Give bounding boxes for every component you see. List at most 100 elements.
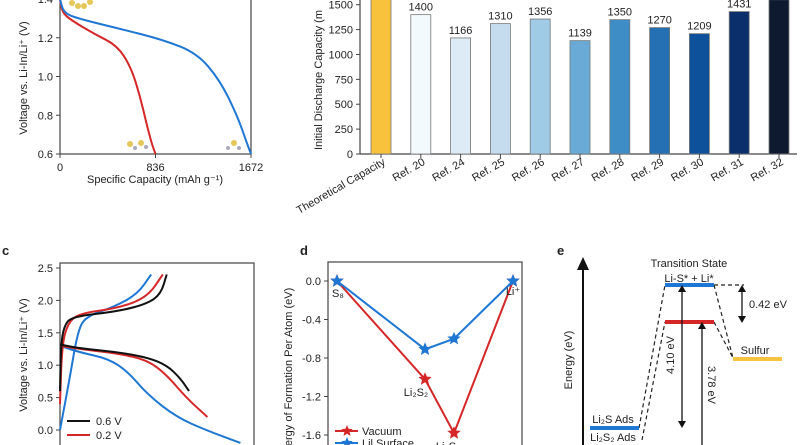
- li2s-cluster-icon: [226, 140, 241, 150]
- y-tick-label: 1500: [329, 0, 353, 12]
- panel-e-label: e: [557, 243, 564, 258]
- y-tick-label: 250: [335, 124, 353, 136]
- y-tick-label: 2.5: [38, 263, 53, 275]
- panel-c-charge-discharge: c Voltage vs. Li-In/Li⁺ (V) 0.0 0.5 1.0 1.5…: [2, 243, 255, 445]
- discharge-curve-1: [59, 344, 209, 418]
- bar-value-label: 1310: [488, 11, 512, 23]
- bar-theoretical-capacity: [370, 0, 392, 155]
- y-tick-label: 1.0: [38, 72, 53, 84]
- y-tick-label: 0.6: [38, 149, 53, 161]
- charge-curve-2: [59, 273, 152, 431]
- discharge-curve-1: [59, 0, 252, 155]
- legend-star-icon: [341, 425, 353, 436]
- series-line-1: [336, 280, 514, 351]
- legend-label: 0.6 V: [96, 416, 122, 428]
- dashed-connectors: [638, 284, 744, 441]
- bar-value-label: 1400: [409, 2, 433, 14]
- bar-value-label: 1270: [647, 15, 671, 27]
- gap-small-label: 0.42 eV: [749, 299, 788, 311]
- energy-axis-label: Energy (eV): [563, 331, 575, 390]
- star-marker: [330, 274, 344, 287]
- bar-ref-26: [529, 18, 551, 155]
- series-line-0: [336, 280, 514, 436]
- star-marker: [506, 274, 520, 287]
- y-tick-label: 0.0: [306, 276, 321, 288]
- bar-value-label: 1139: [568, 28, 592, 40]
- y-tick-label: 2.0: [38, 295, 53, 307]
- bar-value-label: 1209: [687, 21, 711, 33]
- bar-ref-28: [609, 19, 631, 155]
- y-tick-label: 0.5: [38, 393, 53, 405]
- bar-ref-25: [489, 23, 511, 155]
- charge-curve-0: [59, 274, 168, 392]
- charge-curve-1: [59, 273, 164, 405]
- legend-label: Vacuum: [362, 426, 402, 438]
- y-tick-label: 1.2: [38, 33, 53, 45]
- bar-ref-20: [410, 14, 432, 155]
- point-label: Li₂S: [436, 441, 456, 445]
- x-tick-label: Ref. 30: [669, 156, 706, 184]
- li2s2-ads-label: Li₂S₂ Ads: [590, 432, 636, 444]
- sulfur-label: Sulfur: [741, 345, 770, 357]
- bar-value-label: 1350: [608, 7, 632, 19]
- y-tick-label: 750: [335, 74, 353, 86]
- bar-ref-31: [728, 11, 750, 155]
- gap-red-label: 3.78 eV: [705, 366, 717, 405]
- star-marker: [418, 342, 432, 355]
- panel-d-label: d: [300, 243, 308, 258]
- x-tick-label: 0: [57, 162, 63, 174]
- star-marker: [447, 331, 461, 345]
- y-tick-label: -0.4: [302, 315, 321, 327]
- point-label: Li₂S₂: [404, 387, 428, 399]
- legend-label: 0.2 V: [96, 430, 122, 442]
- x-tick-label: Theoretical Capacity: [295, 156, 388, 217]
- y-tick-label: 1.0: [38, 360, 53, 372]
- x-tick-label: Ref. 27: [550, 156, 587, 184]
- panel-a-xlabel: Specific Capacity (mAh g⁻¹): [87, 174, 223, 186]
- panel-a-voltage-profile: Voltage vs. Li-In/Li⁺ (V) Specific Capac…: [18, 0, 263, 186]
- y-tick-label: 1.4: [38, 0, 53, 6]
- gap-arrow-red: [698, 322, 706, 445]
- y-tick-label: 0: [347, 149, 353, 161]
- y-tick-label: 0.8: [38, 110, 53, 122]
- x-tick-label: Ref. 26: [510, 156, 547, 184]
- panel-c-ylabel: Voltage vs. Li-In/Li⁺ (V): [18, 298, 30, 411]
- x-tick-label: Ref. 20: [391, 156, 428, 184]
- legend-label: Lil Surface: [362, 438, 414, 445]
- point-label: Li⁺: [506, 286, 521, 298]
- panel-a-frame: [59, 0, 252, 155]
- panel-c-label: c: [2, 243, 9, 258]
- bar-ref-27: [569, 40, 591, 155]
- x-tick-label: Ref. 29: [629, 156, 666, 184]
- legend-star-icon: [341, 437, 353, 445]
- x-tick-label: 1672: [239, 162, 263, 174]
- li2s2-cluster-icon: [127, 140, 148, 150]
- panel-b-ylabel: Initial Discharge Capacity (m: [313, 10, 325, 150]
- energy-axis-arrow-icon: [577, 257, 589, 270]
- transition-state-label: Transition State: [651, 258, 728, 270]
- ts-species-label: Li-S* + Li*: [664, 273, 714, 285]
- x-tick-label: Ref. 32: [749, 156, 786, 184]
- point-label: S₈: [332, 288, 344, 300]
- x-tick-label: Ref. 25: [470, 156, 507, 184]
- y-tick-label: 1.5: [38, 328, 53, 340]
- y-tick-label: 1000: [329, 49, 353, 61]
- bar-value-label: 1431: [727, 0, 751, 11]
- x-tick-label: 836: [146, 162, 164, 174]
- li2s-ads-label: Li₂S Ads: [592, 414, 634, 426]
- y-tick-label: -0.8: [302, 353, 321, 365]
- discharge-curve-0: [59, 0, 157, 155]
- x-tick-label: Ref. 31: [709, 156, 746, 184]
- x-tick-label: Ref. 24: [430, 156, 467, 184]
- panel-a-ylabel: Voltage vs. Li-In/Li⁺ (V): [18, 21, 30, 134]
- panel-e-energy-diagram: e Energy (eV) Transition State Li-S* + L…: [557, 243, 788, 445]
- star-marker: [418, 372, 432, 385]
- bar-ref-30: [689, 33, 710, 155]
- gap-blue-label: 4.10 eV: [665, 335, 677, 374]
- y-tick-label: -1.2: [302, 392, 321, 404]
- gap-arrow-small: [738, 285, 746, 323]
- y-tick-label: -1.6: [302, 430, 321, 442]
- panel-d-frame: [327, 261, 523, 445]
- panel-d-formation-energy: d nergy of Formation Per Atom (eV) 0.0 -0…: [283, 243, 523, 445]
